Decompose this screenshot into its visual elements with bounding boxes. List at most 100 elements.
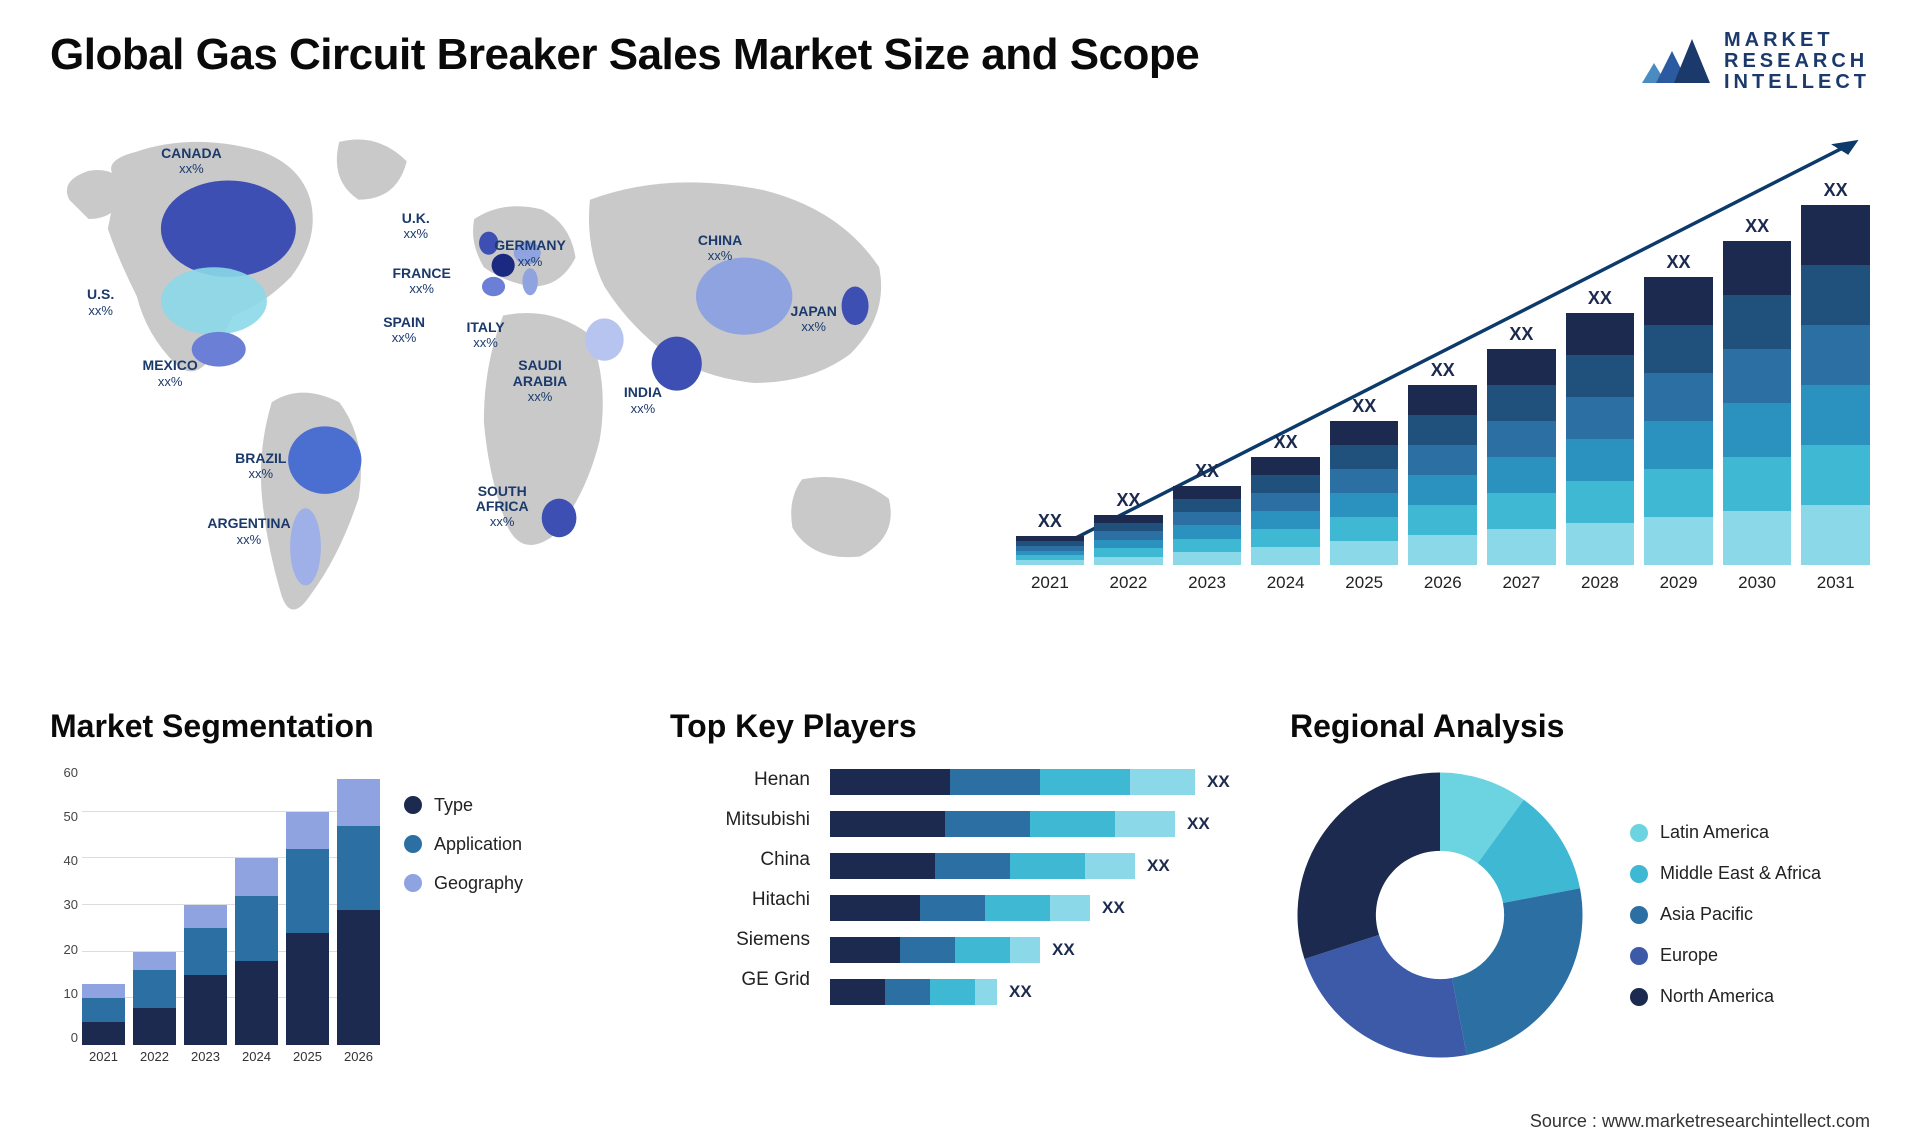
map-label: U.K.xx% — [402, 211, 430, 242]
legend-item: Application — [404, 834, 523, 855]
growth-bar: XX2024 — [1251, 432, 1320, 593]
growth-bar-year: 2029 — [1660, 573, 1698, 593]
legend-label: Middle East & Africa — [1660, 863, 1821, 884]
growth-bar-year: 2022 — [1110, 573, 1148, 593]
seg-ytick: 60 — [50, 765, 78, 780]
legend-label: Asia Pacific — [1660, 904, 1753, 925]
map-label: SOUTHAFRICAxx% — [476, 484, 529, 530]
map-label: INDIAxx% — [624, 385, 662, 416]
regional-legend: Latin America Middle East & Africa Asia Pa… — [1630, 822, 1821, 1007]
logo-icon — [1640, 33, 1712, 91]
growth-bar-value: XX — [1745, 216, 1769, 237]
player-value: XX — [1009, 982, 1032, 1002]
player-label: Siemens — [670, 929, 810, 951]
seg-bar — [82, 984, 125, 1045]
growth-bar-value: XX — [1824, 180, 1848, 201]
legend-swatch-icon — [404, 874, 422, 892]
seg-ytick: 40 — [50, 853, 78, 868]
legend-swatch-icon — [404, 835, 422, 853]
player-value: XX — [1147, 856, 1170, 876]
seg-bar — [133, 952, 176, 1045]
seg-bar — [337, 779, 380, 1045]
brand-logo: MARKET RESEARCH INTELLECT — [1640, 30, 1870, 93]
logo-line3: INTELLECT — [1724, 72, 1870, 93]
player-label: China — [670, 849, 810, 871]
source-footer: Source : www.marketresearchintellect.com — [1530, 1111, 1870, 1132]
growth-bar: XX 2022 — [1094, 490, 1163, 593]
logo-line2: RESEARCH — [1724, 51, 1870, 72]
map-label: BRAZILxx% — [235, 451, 286, 482]
seg-xtick: 2025 — [286, 1049, 329, 1075]
seg-bar — [184, 905, 227, 1045]
seg-ytick: 50 — [50, 809, 78, 824]
growth-bar-year: 2023 — [1188, 573, 1226, 593]
map-label: FRANCExx% — [392, 266, 450, 297]
legend-swatch-icon — [404, 796, 422, 814]
segmentation-title: Market Segmentation — [50, 708, 630, 745]
map-label: SAUDIARABIAxx% — [513, 358, 567, 404]
bottom-row: Market Segmentation 6050403020100 202120… — [50, 708, 1870, 1075]
growth-bar-value: XX — [1352, 396, 1376, 417]
growth-bar-value: XX — [1431, 360, 1455, 381]
legend-item: North America — [1630, 986, 1821, 1007]
growth-bar-year: 2025 — [1345, 573, 1383, 593]
growth-bar-value: XX — [1274, 432, 1298, 453]
seg-ytick: 10 — [50, 986, 78, 1001]
legend-swatch-icon — [1630, 906, 1648, 924]
logo-text: MARKET RESEARCH INTELLECT — [1724, 30, 1870, 93]
legend-label: Application — [434, 834, 522, 855]
seg-xtick: 2026 — [337, 1049, 380, 1075]
map-label: MEXICOxx% — [143, 358, 198, 389]
growth-bar-value: XX — [1588, 288, 1612, 309]
growth-bar: XX2031 — [1801, 180, 1870, 593]
seg-bar — [235, 858, 278, 1045]
legend-item: Asia Pacific — [1630, 904, 1821, 925]
segmentation-chart: 6050403020100 202120222023202420252026 — [50, 765, 380, 1075]
page-title: Global Gas Circuit Breaker Sales Market … — [50, 30, 1199, 80]
growth-bar-value: XX — [1195, 461, 1219, 482]
world-map-panel: CANADAxx% U.S.xx% MEXICOxx% BRAZILxx% ARGENT… — [50, 113, 976, 658]
growth-chart: XX2021XX2022XX2023XX2024XX2025XX2026XX20… — [1016, 113, 1870, 633]
legend-item: Geography — [404, 873, 523, 894]
map-label: ARGENTINAxx% — [207, 516, 290, 547]
player-bar-row: XX — [830, 979, 1250, 1005]
growth-bar: XX 2026 — [1408, 360, 1477, 593]
legend-item: Latin America — [1630, 822, 1821, 843]
donut-segment — [1298, 772, 1441, 959]
logo-line1: MARKET — [1724, 30, 1870, 51]
player-value: XX — [1052, 940, 1075, 960]
seg-xtick: 2024 — [235, 1049, 278, 1075]
growth-bar-year: 2026 — [1424, 573, 1462, 593]
player-bar-row: XX — [830, 937, 1250, 963]
legend-label: Latin America — [1660, 822, 1769, 843]
legend-swatch-icon — [1630, 947, 1648, 965]
seg-ytick: 0 — [50, 1030, 78, 1045]
map-label: GERMANYxx% — [494, 238, 566, 269]
seg-xtick: 2022 — [133, 1049, 176, 1075]
growth-bar-value: XX — [1038, 511, 1062, 532]
player-value: XX — [1207, 772, 1230, 792]
growth-bar: XX2027 — [1487, 324, 1556, 593]
regional-title: Regional Analysis — [1290, 708, 1870, 745]
seg-ytick: 30 — [50, 897, 78, 912]
map-label: CANADAxx% — [161, 146, 222, 177]
growth-bar: XX 2028 — [1566, 288, 1635, 593]
segmentation-panel: Market Segmentation 6050403020100 202120… — [50, 708, 630, 1075]
map-label: U.S.xx% — [87, 287, 114, 318]
seg-xtick: 2021 — [82, 1049, 125, 1075]
legend-swatch-icon — [1630, 865, 1648, 883]
legend-swatch-icon — [1630, 988, 1648, 1006]
players-bars: XXXXXXXXXXXX — [830, 765, 1250, 1005]
player-bar-row: XX — [830, 811, 1250, 837]
growth-bar-value: XX — [1509, 324, 1533, 345]
growth-bar-year: 2028 — [1581, 573, 1619, 593]
donut-segment — [1452, 888, 1582, 1055]
map-label: CHINAxx% — [698, 233, 742, 264]
legend-swatch-icon — [1630, 824, 1648, 842]
header: Global Gas Circuit Breaker Sales Market … — [50, 30, 1870, 93]
growth-bar-value: XX — [1116, 490, 1140, 511]
players-labels: HenanMitsubishiChinaHitachiSiemensGE Gri… — [670, 765, 810, 1005]
growth-bar: XX 2023 — [1173, 461, 1242, 593]
player-label: Hitachi — [670, 889, 810, 911]
growth-bar: XX 2025 — [1330, 396, 1399, 593]
